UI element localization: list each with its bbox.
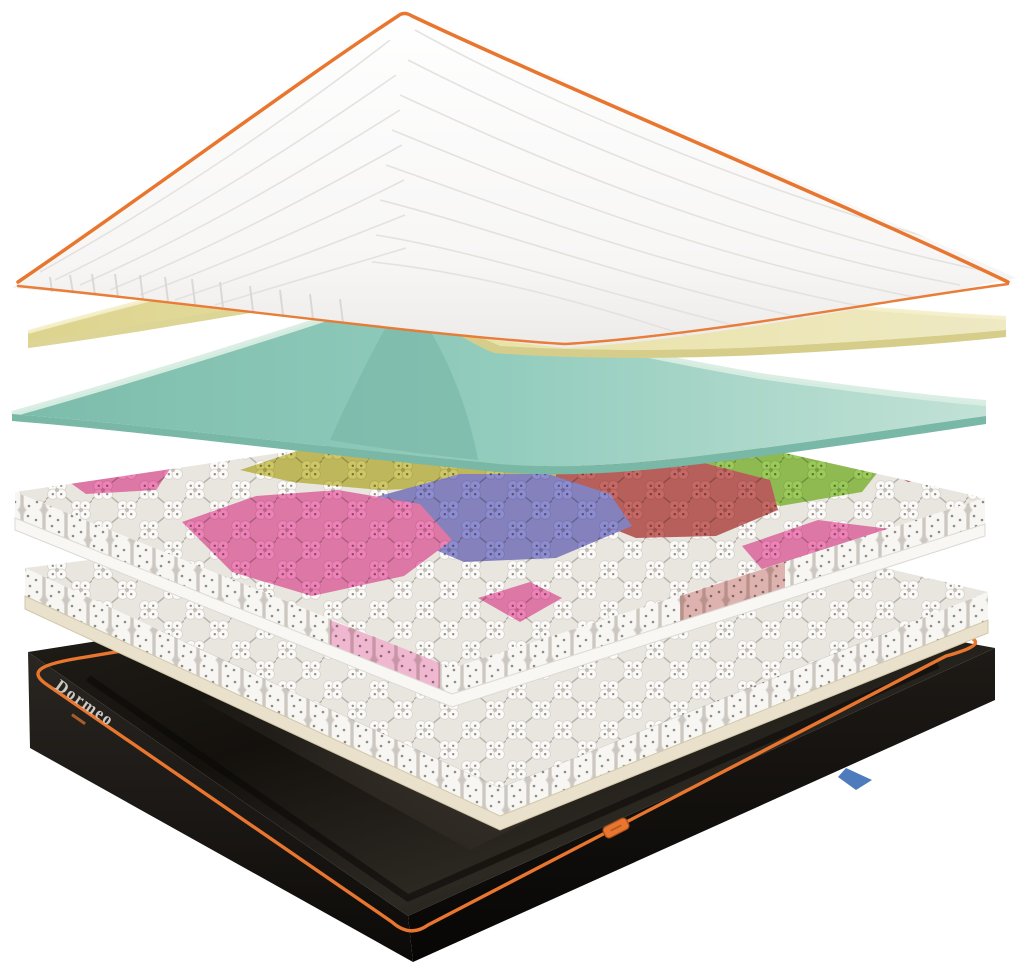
zoned-micro-spring-layer xyxy=(14,408,986,708)
cover-quilt-texture xyxy=(39,29,1001,341)
base-side-front-right xyxy=(408,648,995,962)
cover-piping-seam xyxy=(16,11,1010,284)
front-face-pink-patch xyxy=(330,620,440,690)
teal-foam-bottom-edge xyxy=(12,414,986,475)
teal-foam-body xyxy=(12,292,986,467)
base-piping xyxy=(36,581,978,933)
cover-skirt-pleats xyxy=(49,273,344,324)
teal-foam-front-shade xyxy=(330,296,478,460)
base-inner-rim-line xyxy=(86,661,940,902)
cover-piping-bottom xyxy=(16,282,1010,346)
base-side-front-left xyxy=(28,652,413,962)
spring-board-white xyxy=(14,517,986,708)
spring-front-face-white xyxy=(25,568,988,816)
quilted-top-cover xyxy=(12,6,1016,349)
spring-front-face-zoned xyxy=(15,492,985,694)
front-face-red-patch xyxy=(680,562,785,624)
zipper-pull xyxy=(602,817,630,839)
spring-board-cream xyxy=(24,595,989,831)
logo-subtext-marking xyxy=(71,713,86,726)
comfort-zone-pink-2 xyxy=(182,490,452,596)
cover-body xyxy=(12,6,1016,349)
comfort-zone-pink-4 xyxy=(478,582,562,622)
base-blue-tag xyxy=(838,768,872,790)
